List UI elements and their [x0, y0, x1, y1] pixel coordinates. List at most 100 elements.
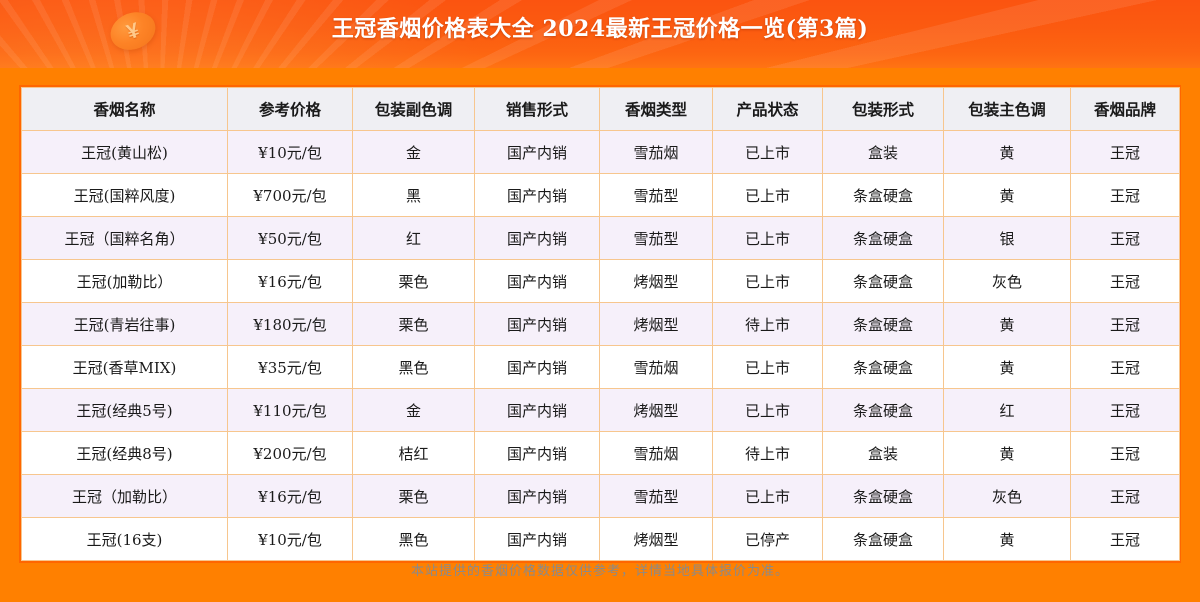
table-row[interactable]: 王冠(青岩往事) ¥180元/包 栗色 国产内销 烤烟型 待上市 条盒硬盒黄王冠 [21, 302, 1180, 346]
cell-pack-form: 盒装 [822, 130, 944, 174]
cell-sub-color: 金 [352, 130, 475, 174]
column-header-sale-form[interactable]: 销售形式 [474, 87, 600, 131]
cell-status: 已上市 [712, 345, 823, 389]
cell-main-color: 黄 [943, 431, 1071, 475]
cell-pack-form: 条盒硬盒 [822, 517, 944, 561]
cell-main-color: 黄 [943, 302, 1071, 346]
cell-main-color: 灰色 [943, 474, 1071, 518]
table-row[interactable]: 王冠(经典8号) ¥200元/包 桔红 国产内销 雪茄烟 待上市 盒装黄王冠 [21, 431, 1180, 475]
cell-sub-color: 栗色 [352, 302, 475, 346]
cell-price: ¥16元/包 [227, 474, 353, 518]
cell-sale-form: 国产内销 [474, 388, 600, 432]
cell-price: ¥10元/包 [227, 517, 353, 561]
cell-name: 王冠（加勒比） [21, 474, 228, 518]
cell-price: ¥16元/包 [227, 259, 353, 303]
cell-sub-color: 黑色 [352, 345, 475, 389]
cell-name: 王冠(香草MIX) [21, 345, 228, 389]
cell-main-color: 黄 [943, 173, 1071, 217]
cell-brand: 王冠 [1070, 345, 1180, 389]
cell-pack-form: 条盒硬盒 [822, 259, 944, 303]
cell-pack-form: 条盒硬盒 [822, 216, 944, 260]
cell-cig-type: 烤烟型 [599, 388, 713, 432]
cell-status: 已上市 [712, 173, 823, 217]
cell-sale-form: 国产内销 [474, 517, 600, 561]
disclaimer-note: 本站提供的香烟价格数据仅供参考，详情当地具体报价为准。 [410, 564, 789, 579]
cell-sub-color: 桔红 [352, 431, 475, 475]
cell-sub-color: 栗色 [352, 474, 475, 518]
table-row[interactable]: 王冠(16支) ¥10元/包 黑色 国产内销 烤烟型 已停产 条盒硬盒黄王冠 [21, 517, 1180, 561]
cell-brand: 王冠 [1070, 431, 1180, 475]
cell-brand: 王冠 [1070, 259, 1180, 303]
table-row[interactable]: 王冠（国粹名角） ¥50元/包红国产内销 雪茄型 已上市 条盒硬盒银王冠 [21, 216, 1180, 260]
cell-cig-type: 雪茄烟 [599, 130, 713, 174]
cell-cig-type: 烤烟型 [599, 259, 713, 303]
cell-name: 王冠(黄山松) [21, 130, 228, 174]
table-row[interactable]: 王冠(香草MIX) ¥35元/包 黑色 国产内销 雪茄烟 已上市 条盒硬盒黄王冠 [21, 345, 1180, 389]
table-row[interactable]: 王冠(国粹风度) ¥700元/包黑国产内销 雪茄型 已上市 条盒硬盒黄王冠 [21, 173, 1180, 217]
cell-brand: 王冠 [1070, 388, 1180, 432]
table-row[interactable]: 王冠(经典5号) ¥110元/包金国产内销 烤烟型 已上市 条盒硬盒红王冠 [21, 388, 1180, 432]
cell-cig-type: 雪茄型 [599, 474, 713, 518]
cell-main-color: 黄 [943, 130, 1071, 174]
cell-cig-type: 烤烟型 [599, 302, 713, 346]
cell-main-color: 黄 [943, 345, 1071, 389]
table-row[interactable]: 王冠（加勒比） ¥16元/包 栗色 国产内销 雪茄型 已上市 条盒硬盒 灰色 王冠 [21, 474, 1180, 518]
cell-status: 待上市 [712, 431, 823, 475]
cell-main-color: 银 [943, 216, 1071, 260]
table-row[interactable]: 王冠(加勒比） ¥16元/包 栗色 国产内销 烤烟型 已上市 条盒硬盒 灰色 王冠 [21, 259, 1180, 303]
cell-sale-form: 国产内销 [474, 474, 600, 518]
cell-status: 已上市 [712, 474, 823, 518]
cell-pack-form: 盒装 [822, 431, 944, 475]
cell-name: 王冠(经典5号) [21, 388, 228, 432]
cell-sub-color: 栗色 [352, 259, 475, 303]
cell-main-color: 红 [943, 388, 1071, 432]
cell-sale-form: 国产内销 [474, 259, 600, 303]
cell-pack-form: 条盒硬盒 [822, 388, 944, 432]
column-header-name[interactable]: 香烟名称 [21, 87, 228, 131]
cell-sale-form: 国产内销 [474, 130, 600, 174]
cell-status: 已停产 [712, 517, 823, 561]
cell-sub-color: 红 [352, 216, 475, 260]
column-header-sub-color[interactable]: 包装副色调 [352, 87, 475, 131]
column-header-main-color[interactable]: 包装主色调 [943, 87, 1071, 131]
cell-pack-form: 条盒硬盒 [822, 345, 944, 389]
table-row[interactable]: 王冠(黄山松) ¥10元/包金国产内销 雪茄烟 已上市 盒装黄王冠 [21, 130, 1180, 174]
column-header-price[interactable]: 参考价格 [227, 87, 353, 131]
cell-sale-form: 国产内销 [474, 302, 600, 346]
cell-price: ¥10元/包 [227, 130, 353, 174]
cell-main-color: 黄 [943, 517, 1071, 561]
cell-sub-color: 金 [352, 388, 475, 432]
column-header-brand[interactable]: 香烟品牌 [1070, 87, 1180, 131]
column-header-pack-form[interactable]: 包装形式 [822, 87, 944, 131]
table-body: 王冠(黄山松) ¥10元/包金国产内销 雪茄烟 已上市 盒装黄王冠 王冠(国粹风度) ¥70… [21, 130, 1180, 561]
cell-name: 王冠(青岩往事) [21, 302, 228, 346]
cell-sub-color: 黑 [352, 173, 475, 217]
cell-price: ¥180元/包 [227, 302, 353, 346]
column-header-status[interactable]: 产品状态 [712, 87, 823, 131]
cell-sale-form: 国产内销 [474, 345, 600, 389]
cigarette-price-table: 香烟名称 参考价格 包装副色调 销售形式 香烟类型 产品状态 包装形式 包装主色… [21, 87, 1180, 561]
cell-name: 王冠(16支) [21, 517, 228, 561]
cell-sale-form: 国产内销 [474, 216, 600, 260]
cell-sub-color: 黑色 [352, 517, 475, 561]
cell-brand: 王冠 [1070, 474, 1180, 518]
page-title: 王冠香烟价格表大全 2024最新王冠价格一览(第3篇) [331, 16, 869, 42]
table-header: 香烟名称 参考价格 包装副色调 销售形式 香烟类型 产品状态 包装形式 包装主色… [21, 87, 1180, 131]
cell-name: 王冠(加勒比） [21, 259, 228, 303]
cell-price: ¥50元/包 [227, 216, 353, 260]
cell-cig-type: 烤烟型 [599, 517, 713, 561]
table-header-row: 香烟名称 参考价格 包装副色调 销售形式 香烟类型 产品状态 包装形式 包装主色… [21, 87, 1180, 131]
cell-cig-type: 雪茄型 [599, 173, 713, 217]
cell-pack-form: 条盒硬盒 [822, 474, 944, 518]
cell-cig-type: 雪茄型 [599, 216, 713, 260]
cell-pack-form: 条盒硬盒 [822, 173, 944, 217]
cell-cig-type: 雪茄烟 [599, 345, 713, 389]
cell-sale-form: 国产内销 [474, 173, 600, 217]
cell-brand: 王冠 [1070, 130, 1180, 174]
column-header-cig-type[interactable]: 香烟类型 [599, 87, 713, 131]
cell-brand: 王冠 [1070, 173, 1180, 217]
cell-status: 待上市 [712, 302, 823, 346]
cell-brand: 王冠 [1070, 517, 1180, 561]
cell-status: 已上市 [712, 388, 823, 432]
cell-price: ¥110元/包 [227, 388, 353, 432]
